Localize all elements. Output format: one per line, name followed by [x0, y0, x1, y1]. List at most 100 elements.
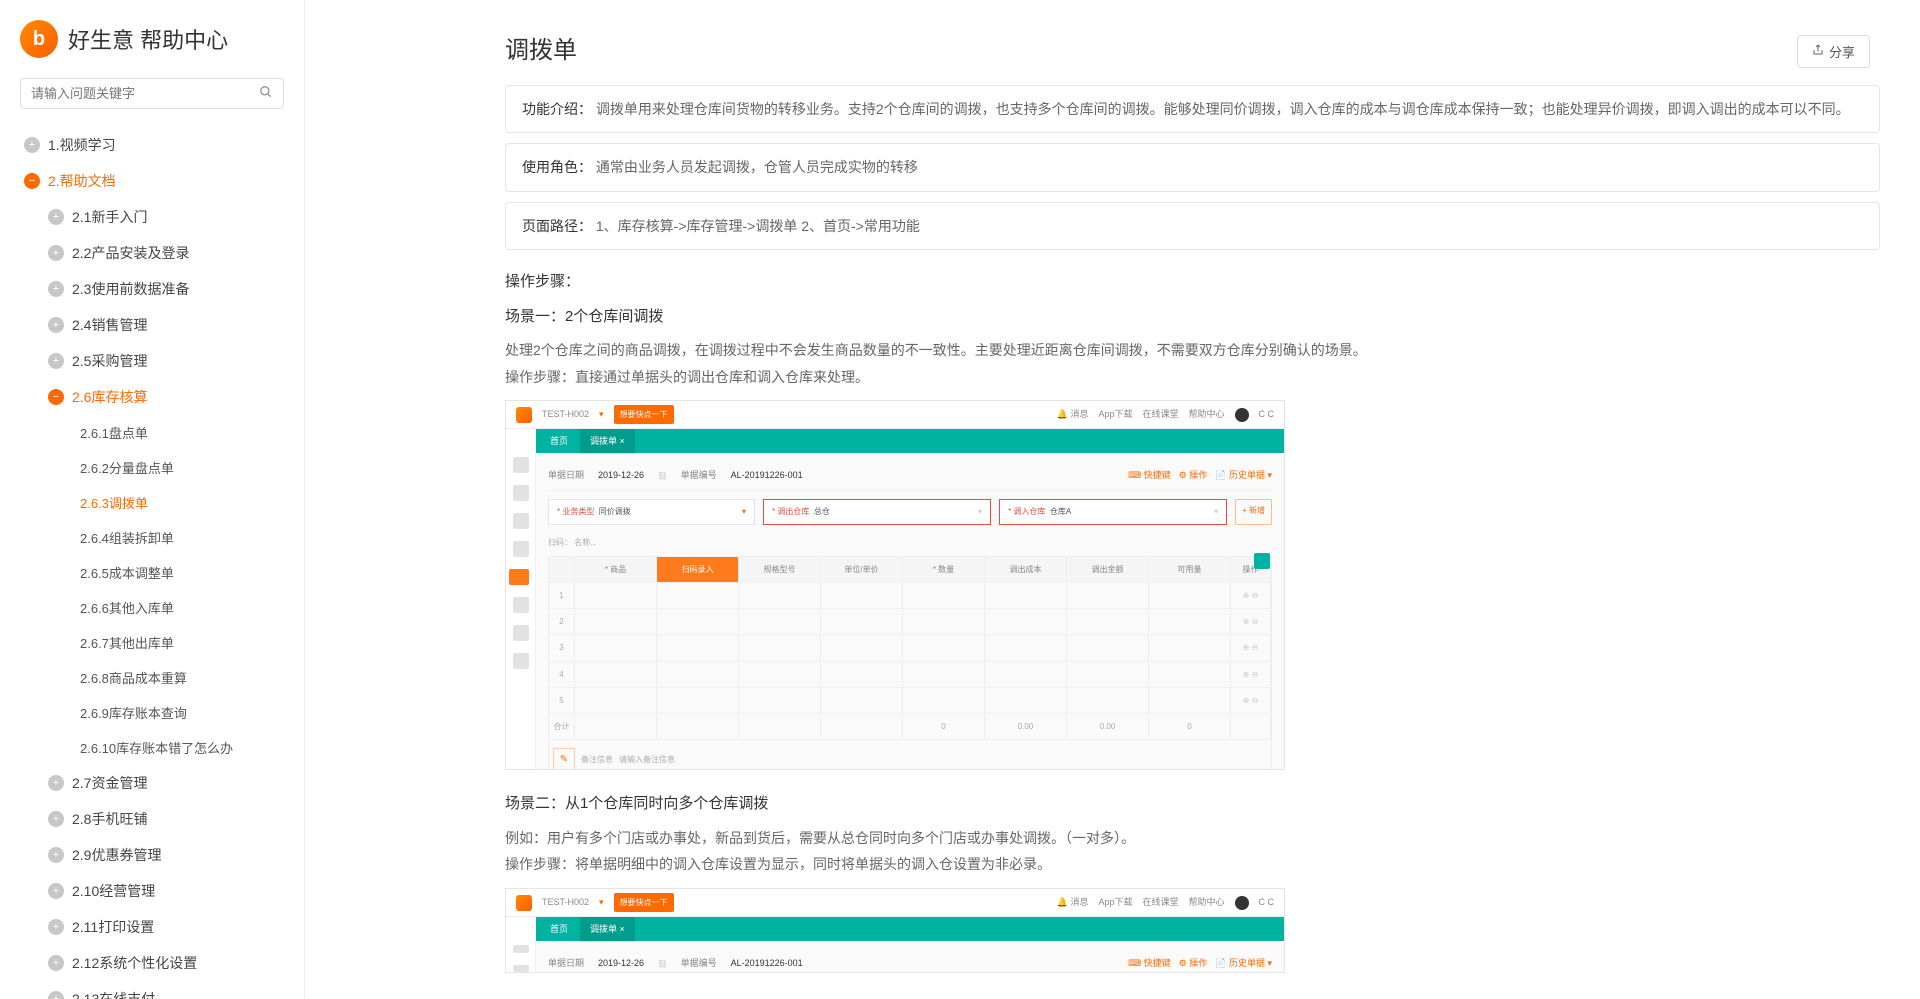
nav-2-6-9[interactable]: 2.6.9库存账本查询 [0, 695, 304, 730]
nav-2-2[interactable]: +2.2产品安装及登录 [0, 235, 304, 271]
nav-2-5[interactable]: +2.5采购管理 [0, 343, 304, 379]
shot-msg-icon: 🔔 消息 [1057, 406, 1089, 423]
th-unit: 单位/单价 [821, 557, 903, 582]
remark-placeholder: 请输入备注信息 [619, 752, 675, 767]
nav-label: 2.6.3调拨单 [80, 493, 148, 512]
nav-2-1[interactable]: +2.1新手入门 [0, 199, 304, 235]
nav-2-13[interactable]: +2.13在线支付 [0, 981, 304, 999]
th-spec: 规格型号 [739, 557, 821, 582]
rail-item-icon [513, 625, 529, 641]
shot-quick1: ⌨ 快捷键 [1128, 467, 1171, 484]
nav-help-docs[interactable]: −2.帮助文档 [0, 163, 304, 199]
shot-date-value: 2019-12-26 [598, 467, 644, 484]
nav-2-6-8[interactable]: 2.6.8商品成本重算 [0, 660, 304, 695]
content-section: 操作步骤： 场景一：2个仓库间调拨 处理2个仓库之间的商品调拨，在调拨过程中不会… [505, 268, 1880, 973]
scenario-1-p2: 操作步骤：直接通过单据头的调出仓库和调入仓库来处理。 [505, 364, 1880, 391]
plus-icon: + [48, 245, 64, 261]
shot-date-label: 单据日期 [548, 467, 584, 484]
rail-item-icon [513, 965, 529, 973]
plus-icon: + [48, 847, 64, 863]
shot-msg-icon: 🔔 消息 [1057, 894, 1089, 911]
share-button[interactable]: 分享 [1797, 35, 1870, 68]
nav-label: 2.5采购管理 [72, 351, 147, 371]
shot-try-button: 想要快点一下 [614, 893, 674, 912]
shot-thead: * 商品 扫码录入 规格型号 单位/单价 * 数量 调出成本 调出金额 可用量 … [549, 557, 1271, 582]
rail-item-icon [513, 513, 529, 529]
search-icon [259, 85, 273, 102]
role-label: 使用角色： [522, 159, 592, 175]
nav-2-9[interactable]: +2.9优惠券管理 [0, 837, 304, 873]
shot-table: * 商品 扫码录入 规格型号 单位/单价 * 数量 调出成本 调出金额 可用量 … [548, 556, 1272, 740]
plus-icon: + [48, 919, 64, 935]
nav-2-8[interactable]: +2.8手机旺铺 [0, 801, 304, 837]
nav-2-6-6[interactable]: 2.6.6其他入库单 [0, 590, 304, 625]
shot-tab-allocate: 调拨单 × [580, 917, 635, 942]
remark-label: 备注信息 [581, 752, 613, 767]
nav-label: 2.9优惠券管理 [72, 845, 161, 865]
nav-2-7[interactable]: +2.7资金管理 [0, 765, 304, 801]
nav-2-10[interactable]: +2.10经营管理 [0, 873, 304, 909]
nav-2-6-1[interactable]: 2.6.1盘点单 [0, 415, 304, 450]
shot-help-link: 帮助中心 [1188, 406, 1224, 423]
shot-quick2: ⚙ 操作 [1179, 955, 1208, 972]
nav-2-6-10[interactable]: 2.6.10库存账本错了怎么办 [0, 730, 304, 765]
plus-icon: + [48, 883, 64, 899]
rail-item-icon [513, 457, 529, 473]
shot-quick3: 📄 历史单据 ▾ [1215, 467, 1272, 484]
nav-2-6-3[interactable]: 2.6.3调拨单 [0, 485, 304, 520]
search-box[interactable] [20, 78, 284, 109]
shot-add-button: + 新增 [1235, 499, 1272, 524]
shot-remark-row: ✎ 备注信息 请输入备注信息 [548, 740, 1272, 770]
nav-tree: +1.视频学习 −2.帮助文档 +2.1新手入门 +2.2产品安装及登录 +2.… [0, 127, 304, 999]
table-row: 5⊕ ⊖ [549, 687, 1271, 713]
nav-2-6-2[interactable]: 2.6.2分量盘点单 [0, 450, 304, 485]
nav-video[interactable]: +1.视频学习 [0, 127, 304, 163]
plus-icon: + [48, 811, 64, 827]
nav-2-11[interactable]: +2.11打印设置 [0, 909, 304, 945]
shot-logo-icon [516, 895, 532, 911]
plus-icon: + [48, 353, 64, 369]
shot-date-value: 2019-12-26 [598, 955, 644, 972]
sidebar: b 好生意 帮助中心 +1.视频学习 −2.帮助文档 +2.1新手入门 +2.2… [0, 0, 305, 999]
nav-label: 2.7资金管理 [72, 773, 147, 793]
shot-topbar: TEST-H002 ▾ 想要快点一下 🔔 消息 App下载 在线课堂 帮助中心 … [506, 889, 1284, 917]
brand-row: b 好生意 帮助中心 [0, 20, 304, 78]
nav-label: 2.6.5成本调整单 [80, 563, 174, 582]
nav-label: 2.13在线支付 [72, 989, 155, 999]
scenario-2-title: 场景二：从1个仓库同时向多个仓库调拨 [505, 790, 1880, 819]
nav-2-12[interactable]: +2.12系统个性化设置 [0, 945, 304, 981]
plus-icon: + [48, 281, 64, 297]
nav-2-6[interactable]: −2.6库存核算 [0, 379, 304, 415]
shot-tab-home: 首页 [540, 917, 578, 942]
nav-2-6-5[interactable]: 2.6.5成本调整单 [0, 555, 304, 590]
nav-2-4[interactable]: +2.4销售管理 [0, 307, 304, 343]
rail-item-icon [513, 945, 529, 953]
shot-tab-home: 首页 [540, 429, 578, 454]
shot-test-label: TEST-H002 [542, 894, 589, 911]
nav-label: 2.6.6其他入库单 [80, 598, 174, 617]
shot-code-label: 单据编号 [681, 467, 717, 484]
nav-2-6-4[interactable]: 2.6.4组装拆卸单 [0, 520, 304, 555]
scenario-1-title: 场景一：2个仓库间调拨 [505, 303, 1880, 332]
plus-icon: + [48, 209, 64, 225]
rail-item-icon [513, 485, 529, 501]
minus-icon: − [24, 173, 40, 189]
table-row: 1⊕ ⊖ [549, 582, 1271, 608]
nav-2-3[interactable]: +2.3使用前数据准备 [0, 271, 304, 307]
steps-heading: 操作步骤： [505, 268, 1880, 297]
shot-user: C C [1259, 406, 1275, 423]
path-box: 页面路径： 1、库存核算->库存管理->调拨单 2、首页->常用功能 [505, 202, 1880, 250]
nav-2-6-7[interactable]: 2.6.7其他出库单 [0, 625, 304, 660]
nav-label: 2.6库存核算 [72, 387, 147, 407]
shot-body: 单据日期 2019-12-26 ▥ 单据编号 AL-20191226-001 ⌨… [536, 453, 1284, 770]
shot-code-value: AL-20191226-001 [731, 467, 803, 484]
shot-scan-row: 扫码： 名称... [548, 533, 1272, 552]
share-icon [1812, 44, 1824, 59]
shot-avatar-icon [1235, 408, 1249, 422]
search-input[interactable] [31, 86, 259, 101]
nav-label: 2.2产品安装及登录 [72, 243, 189, 263]
plus-icon: + [48, 317, 64, 333]
nav-label: 2.4销售管理 [72, 315, 147, 335]
table-row: 2⊕ ⊖ [549, 608, 1271, 634]
main-content: 调拨单 分享 功能介绍： 调拨单用来处理仓库间货物的转移业务。支持2个仓库间的调… [305, 0, 1920, 999]
